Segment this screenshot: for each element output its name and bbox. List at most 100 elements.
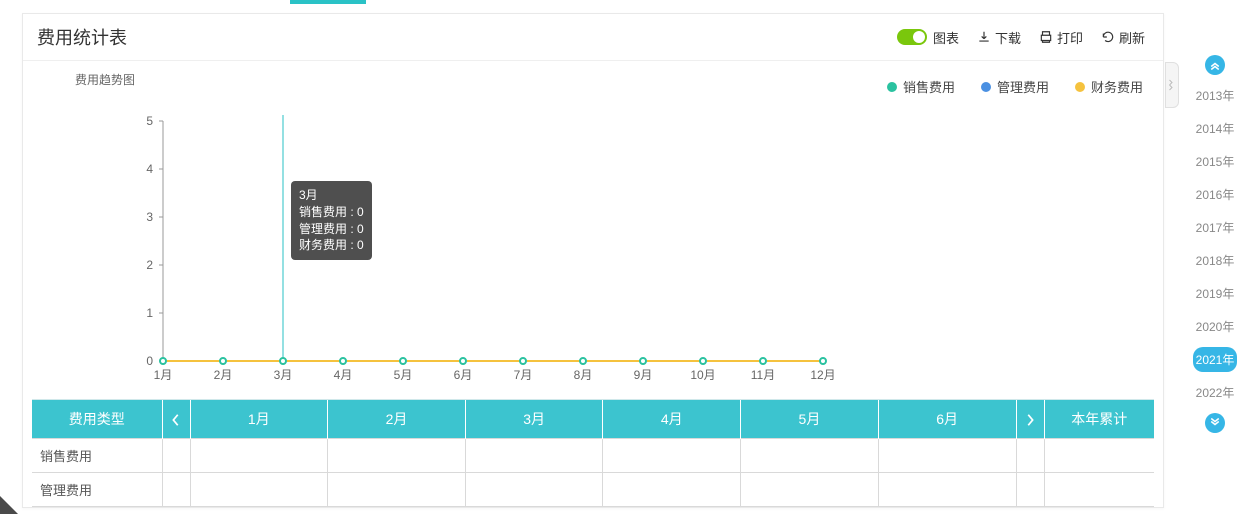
cell-year-total (1044, 439, 1154, 473)
table-header-row: 费用类型1月2月3月4月5月6月本年累计 (32, 400, 1154, 439)
refresh-icon (1101, 30, 1115, 44)
svg-text:1: 1 (146, 306, 153, 320)
chart-area: 费用趋势图 销售费用管理费用财务费用 0123451月2月3月4月5月6月7月8… (23, 61, 1163, 411)
legend-label: 销售费用 (903, 77, 955, 96)
svg-text:6月: 6月 (454, 368, 473, 382)
legend-dot (1075, 82, 1085, 92)
cell-month-6 (878, 473, 1016, 507)
svg-text:8月: 8月 (574, 368, 593, 382)
year-item[interactable]: 2019年 (1193, 281, 1237, 306)
chart-toggle[interactable] (897, 29, 927, 45)
svg-text:3: 3 (146, 210, 153, 224)
page-title: 费用统计表 (37, 24, 127, 50)
cell-month-3 (465, 439, 603, 473)
cell-month-2 (328, 473, 466, 507)
card-header: 费用统计表 图表 下载 打印 刷新 (23, 14, 1163, 61)
years-scroll-down[interactable] (1205, 413, 1225, 433)
svg-text:5: 5 (146, 114, 153, 128)
legend-dot (981, 82, 991, 92)
refresh-button[interactable]: 刷新 (1101, 28, 1145, 47)
cell-month-1 (190, 439, 328, 473)
col-year-total: 本年累计 (1044, 400, 1154, 439)
col-type: 费用类型 (32, 400, 162, 439)
chart-svg: 0123451月2月3月4月5月6月7月8月9月10月11月12月 (133, 111, 833, 391)
col-month-6: 6月 (878, 400, 1016, 439)
expense-report-card: 费用统计表 图表 下载 打印 刷新 费用趋势图 销售费用管理费用财务费用 012 (22, 13, 1164, 508)
svg-text:9月: 9月 (634, 368, 653, 382)
cell-nav-spacer (1016, 473, 1044, 507)
cell-month-3 (465, 473, 603, 507)
svg-text:5月: 5月 (394, 368, 413, 382)
chevron-right-icon (1025, 413, 1035, 427)
print-button[interactable]: 打印 (1039, 28, 1083, 47)
cell-month-4 (603, 439, 741, 473)
download-label: 下载 (995, 28, 1021, 47)
cell-month-5 (741, 473, 879, 507)
cell-nav-spacer (1016, 439, 1044, 473)
row-label: 管理费用 (32, 473, 162, 507)
chevron-right-double-icon (1168, 75, 1176, 95)
col-month-1: 1月 (190, 400, 328, 439)
table-row: 销售费用 (32, 439, 1154, 473)
years-scroll-up[interactable] (1205, 55, 1225, 75)
chevron-up-double-icon (1209, 59, 1221, 71)
col-month-5: 5月 (741, 400, 879, 439)
chevron-left-icon (171, 413, 181, 427)
year-item[interactable]: 2014年 (1193, 116, 1237, 141)
cell-month-2 (328, 439, 466, 473)
legend-label: 财务费用 (1091, 77, 1143, 96)
legend-dot (887, 82, 897, 92)
chart-toggle-label: 图表 (933, 28, 959, 47)
chart-plot: 0123451月2月3月4月5月6月7月8月9月10月11月12月 (133, 111, 833, 391)
chart-toggle-group: 图表 (897, 28, 959, 47)
expense-table: 费用类型1月2月3月4月5月6月本年累计 销售费用管理费用 (32, 399, 1154, 507)
legend-item[interactable]: 财务费用 (1075, 77, 1143, 96)
svg-text:1月: 1月 (154, 368, 173, 382)
cell-month-1 (190, 473, 328, 507)
svg-text:4: 4 (146, 162, 153, 176)
header-actions: 图表 下载 打印 刷新 (897, 28, 1145, 47)
year-item[interactable]: 2017年 (1193, 215, 1237, 240)
year-item[interactable]: 2020年 (1193, 314, 1237, 339)
table-prev-months[interactable] (162, 400, 190, 439)
year-item[interactable]: 2016年 (1193, 182, 1237, 207)
legend-item[interactable]: 销售费用 (887, 77, 955, 96)
col-month-3: 3月 (465, 400, 603, 439)
table-next-months[interactable] (1016, 400, 1044, 439)
cell-month-6 (878, 439, 1016, 473)
year-item[interactable]: 2013年 (1193, 83, 1237, 108)
year-item[interactable]: 2021年 (1193, 347, 1237, 372)
table-row: 管理费用 (32, 473, 1154, 507)
chart-title: 费用趋势图 (75, 71, 135, 88)
download-button[interactable]: 下载 (977, 28, 1021, 47)
year-item[interactable]: 2015年 (1193, 149, 1237, 174)
svg-text:0: 0 (146, 354, 153, 368)
corner-tab (0, 496, 18, 514)
active-tab-indicator (290, 0, 366, 4)
year-sidebar: 2013年 2014年 2015年 2016年 2017年 2018年 2019年 2020年… (1191, 55, 1239, 433)
legend-label: 管理费用 (997, 77, 1049, 96)
print-icon (1039, 30, 1053, 44)
collapse-handle[interactable] (1165, 62, 1179, 108)
svg-text:7月: 7月 (514, 368, 533, 382)
svg-text:3月: 3月 (274, 368, 293, 382)
refresh-label: 刷新 (1119, 28, 1145, 47)
download-icon (977, 30, 991, 44)
table-body: 销售费用管理费用 (32, 439, 1154, 507)
print-label: 打印 (1057, 28, 1083, 47)
chevron-down-double-icon (1209, 417, 1221, 429)
legend-item[interactable]: 管理费用 (981, 77, 1049, 96)
svg-text:10月: 10月 (690, 368, 715, 382)
row-label: 销售费用 (32, 439, 162, 473)
svg-text:4月: 4月 (334, 368, 353, 382)
col-month-4: 4月 (603, 400, 741, 439)
cell-month-4 (603, 473, 741, 507)
chart-legend: 销售费用 管理费用 财务费用 (887, 77, 1143, 96)
year-item[interactable]: 2022年 (1193, 380, 1237, 405)
svg-text:12月: 12月 (810, 368, 835, 382)
year-item[interactable]: 2018年 (1193, 248, 1237, 273)
cell-year-total (1044, 473, 1154, 507)
svg-text:2月: 2月 (214, 368, 233, 382)
cell-month-5 (741, 439, 879, 473)
cell-nav-spacer (162, 473, 190, 507)
